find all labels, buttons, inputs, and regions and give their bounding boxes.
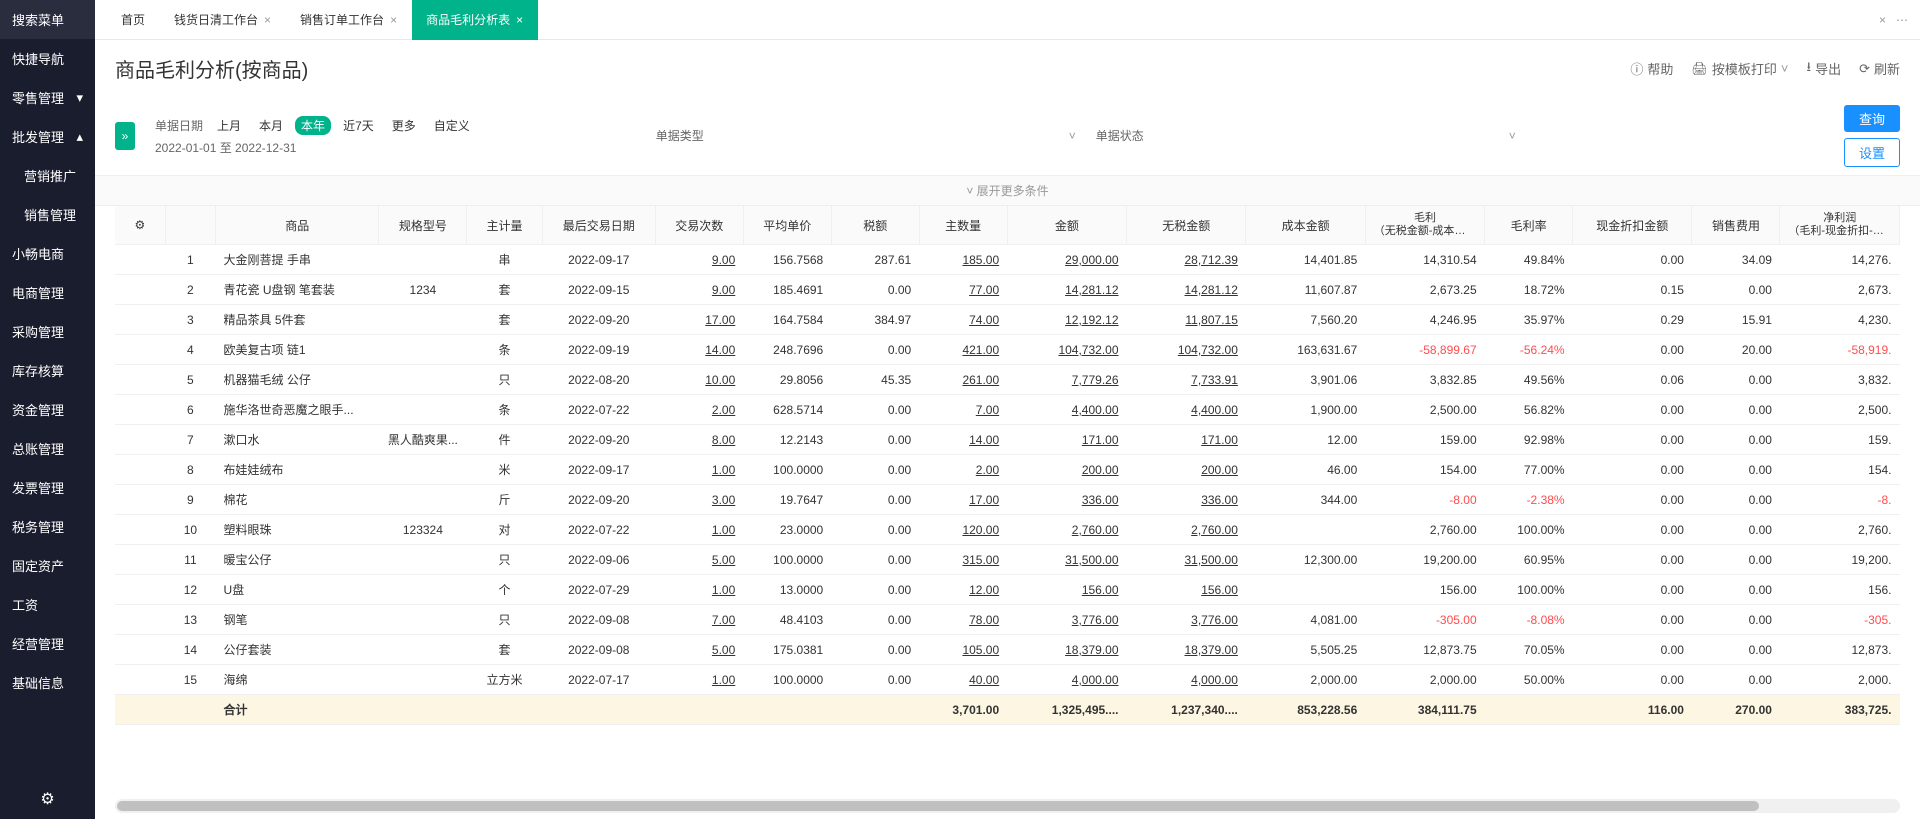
sidebar-item-8[interactable]: 采购管理 <box>0 312 95 351</box>
help-link[interactable]: ⓘ 帮助 <box>1630 59 1673 78</box>
date-range: 2022-01-01 至 2022-12-31 <box>155 139 476 156</box>
col-idx[interactable] <box>165 206 215 245</box>
horizontal-scrollbar[interactable] <box>115 799 1900 813</box>
settings-button[interactable]: 设置 <box>1844 138 1900 167</box>
table-row[interactable]: 3精品茶具 5件套套2022-09-2017.00164.7584384.977… <box>115 305 1900 335</box>
col-gross[interactable]: 毛利（无税金额-成本金额） <box>1365 206 1484 245</box>
sidebar-item-9[interactable]: 库存核算 <box>0 351 95 390</box>
tab-close-all-icon[interactable]: × <box>1879 13 1886 27</box>
sidebar-item-17[interactable]: 基础信息 <box>0 663 95 702</box>
col-name[interactable]: 商品 <box>216 206 379 245</box>
tab-2[interactable]: 销售订单工作台× <box>286 0 412 40</box>
chevron-down-icon: ˅ <box>1069 129 1076 143</box>
tab-more-icon[interactable]: ⋯ <box>1896 13 1908 27</box>
sidebar-item-3[interactable]: 批发管理▴ <box>0 117 95 156</box>
refresh-link[interactable]: ⟳ 刷新 <box>1859 59 1900 78</box>
tabs-row: 首页钱货日清工作台×销售订单工作台×商品毛利分析表× × ⋯ <box>95 0 1920 40</box>
data-table: ⚙商品规格型号主计量最后交易日期交易次数平均单价税额主数量金额无税金额成本金额毛… <box>115 206 1900 725</box>
doc-status-select[interactable]: 单据状态 ˅ <box>1096 123 1516 149</box>
sidebar-item-5[interactable]: 销售管理 <box>0 195 95 234</box>
period-本年[interactable]: 本年 <box>295 116 331 135</box>
sidebar: 搜索菜单快捷导航零售管理▾批发管理▴营销推广销售管理小畅电商电商管理采购管理库存… <box>0 0 95 819</box>
period-本月[interactable]: 本月 <box>253 116 289 135</box>
sidebar-item-10[interactable]: 资金管理 <box>0 390 95 429</box>
sidebar-item-2[interactable]: 零售管理▾ <box>0 78 95 117</box>
close-icon[interactable]: × <box>264 13 271 27</box>
chevron-icon: ▴ <box>76 129 83 145</box>
col-unit[interactable]: 主计量 <box>467 206 542 245</box>
tab-0[interactable]: 首页 <box>107 0 160 40</box>
col-gear[interactable]: ⚙ <box>115 206 165 245</box>
table-row[interactable]: 10塑料眼珠123324对2022-07-221.0023.00000.0012… <box>115 515 1900 545</box>
close-icon[interactable]: × <box>390 13 397 27</box>
gear-icon: ⚙ <box>40 791 54 808</box>
sidebar-item-4[interactable]: 营销推广 <box>0 156 95 195</box>
col-disc[interactable]: 现金折扣金额 <box>1573 206 1692 245</box>
table-row[interactable]: 12U盘个2022-07-291.0013.00000.0012.00156.0… <box>115 575 1900 605</box>
sidebar-item-0[interactable]: 搜索菜单 <box>0 0 95 39</box>
col-rate[interactable]: 毛利率 <box>1485 206 1573 245</box>
table-row[interactable]: 7漱口水黑人酷爽果...件2022-09-208.0012.21430.0014… <box>115 425 1900 455</box>
collapse-filter-button[interactable]: » <box>115 122 135 150</box>
col-cost[interactable]: 成本金额 <box>1246 206 1365 245</box>
col-last_date[interactable]: 最后交易日期 <box>542 206 655 245</box>
table-row[interactable]: 11暖宝公仔只2022-09-065.00100.00000.00315.003… <box>115 545 1900 575</box>
col-notax[interactable]: 无税金额 <box>1127 206 1246 245</box>
tab-3[interactable]: 商品毛利分析表× <box>412 0 538 40</box>
col-qty[interactable]: 主数量 <box>919 206 1007 245</box>
chevron-icon: ▾ <box>76 90 83 106</box>
doc-type-select[interactable]: 单据类型 ˅ <box>656 123 1076 149</box>
sidebar-item-14[interactable]: 固定资产 <box>0 546 95 585</box>
sidebar-item-13[interactable]: 税务管理 <box>0 507 95 546</box>
table-row[interactable]: 13钢笔只2022-09-087.0048.41030.0078.003,776… <box>115 605 1900 635</box>
period-更多[interactable]: 更多 <box>386 116 422 135</box>
col-spec[interactable]: 规格型号 <box>379 206 467 245</box>
sidebar-item-6[interactable]: 小畅电商 <box>0 234 95 273</box>
col-fee[interactable]: 销售费用 <box>1692 206 1780 245</box>
sidebar-item-16[interactable]: 经营管理 <box>0 624 95 663</box>
col-amount[interactable]: 金额 <box>1007 206 1126 245</box>
period-近7天[interactable]: 近7天 <box>337 116 380 135</box>
col-tax[interactable]: 税额 <box>831 206 919 245</box>
close-icon[interactable]: × <box>516 13 523 27</box>
chevron-down-icon: ˅ <box>1509 129 1516 143</box>
table-row[interactable]: 4欧美复古项 链1条2022-09-1914.00248.76960.00421… <box>115 335 1900 365</box>
sidebar-item-1[interactable]: 快捷导航 <box>0 39 95 78</box>
period-上月[interactable]: 上月 <box>211 116 247 135</box>
table-row[interactable]: 5机器猫毛绒 公仔只2022-08-2010.0029.805645.35261… <box>115 365 1900 395</box>
table-row[interactable]: 6施华洛世奇恶魔之眼手...条2022-07-222.00628.57140.0… <box>115 395 1900 425</box>
table-row[interactable]: 15海绵立方米2022-07-171.00100.00000.0040.004,… <box>115 665 1900 695</box>
period-自定义[interactable]: 自定义 <box>428 116 476 135</box>
query-button[interactable]: 查询 <box>1844 105 1900 132</box>
sidebar-item-12[interactable]: 发票管理 <box>0 468 95 507</box>
table-row[interactable]: 2青花瓷 U盘钢 笔套装1234套2022-09-159.00185.46910… <box>115 275 1900 305</box>
sidebar-item-7[interactable]: 电商管理 <box>0 273 95 312</box>
sidebar-item-11[interactable]: 总账管理 <box>0 429 95 468</box>
table-row[interactable]: 1大金刚菩提 手串串2022-09-179.00156.7568287.6118… <box>115 245 1900 275</box>
sidebar-item-15[interactable]: 工资 <box>0 585 95 624</box>
date-filter-label: 单据日期 <box>155 117 203 134</box>
page-title: 商品毛利分析(按商品) <box>115 54 308 83</box>
print-link[interactable]: 🖨 按模板打印 ˅ <box>1691 59 1788 78</box>
table-row[interactable]: 9棉花斤2022-09-203.0019.76470.0017.00336.00… <box>115 485 1900 515</box>
expand-more-filters[interactable]: ˅ 展开更多条件 <box>95 176 1920 206</box>
col-avg_price[interactable]: 平均单价 <box>743 206 831 245</box>
col-net[interactable]: 净利润（毛利-现金折扣-销售费 <box>1780 206 1900 245</box>
tab-1[interactable]: 钱货日清工作台× <box>160 0 286 40</box>
table-row[interactable]: 8布娃娃绒布米2022-09-171.00100.00000.002.00200… <box>115 455 1900 485</box>
col-trades[interactable]: 交易次数 <box>655 206 743 245</box>
table-row[interactable]: 14公仔套装套2022-09-085.00175.03810.00105.001… <box>115 635 1900 665</box>
export-link[interactable]: ⭳ 导出 <box>1807 58 1842 80</box>
sidebar-settings[interactable]: ⚙ <box>0 779 95 819</box>
